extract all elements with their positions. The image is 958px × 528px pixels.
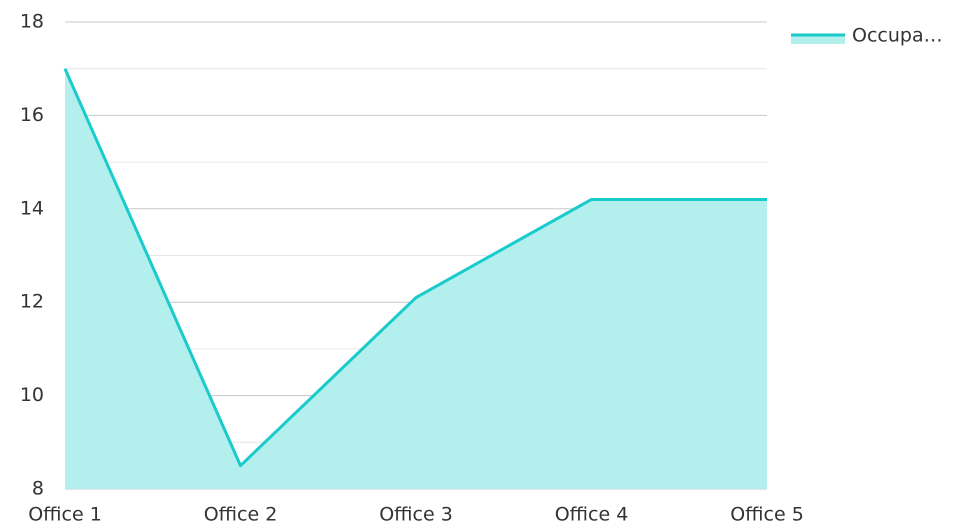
area-fill [65, 68, 767, 489]
x-tick-label: Office 3 [379, 504, 453, 526]
y-tick-label: 8 [32, 478, 44, 500]
y-tick-label: 16 [20, 104, 44, 126]
x-tick-label: Office 2 [204, 504, 278, 526]
x-tick-label: Office 1 [28, 504, 102, 526]
y-tick-label: 12 [20, 291, 44, 313]
line [63, 68, 767, 468]
y-tick-label: 10 [20, 384, 44, 406]
y-tick-label: 14 [20, 197, 44, 219]
x-tick-label: Office 4 [555, 504, 629, 526]
legend-label: Occupa… [852, 25, 943, 47]
x-tick-label: Office 5 [730, 504, 804, 526]
legend-swatch-fill [791, 35, 845, 44]
y-tick-label: 18 [20, 11, 44, 33]
